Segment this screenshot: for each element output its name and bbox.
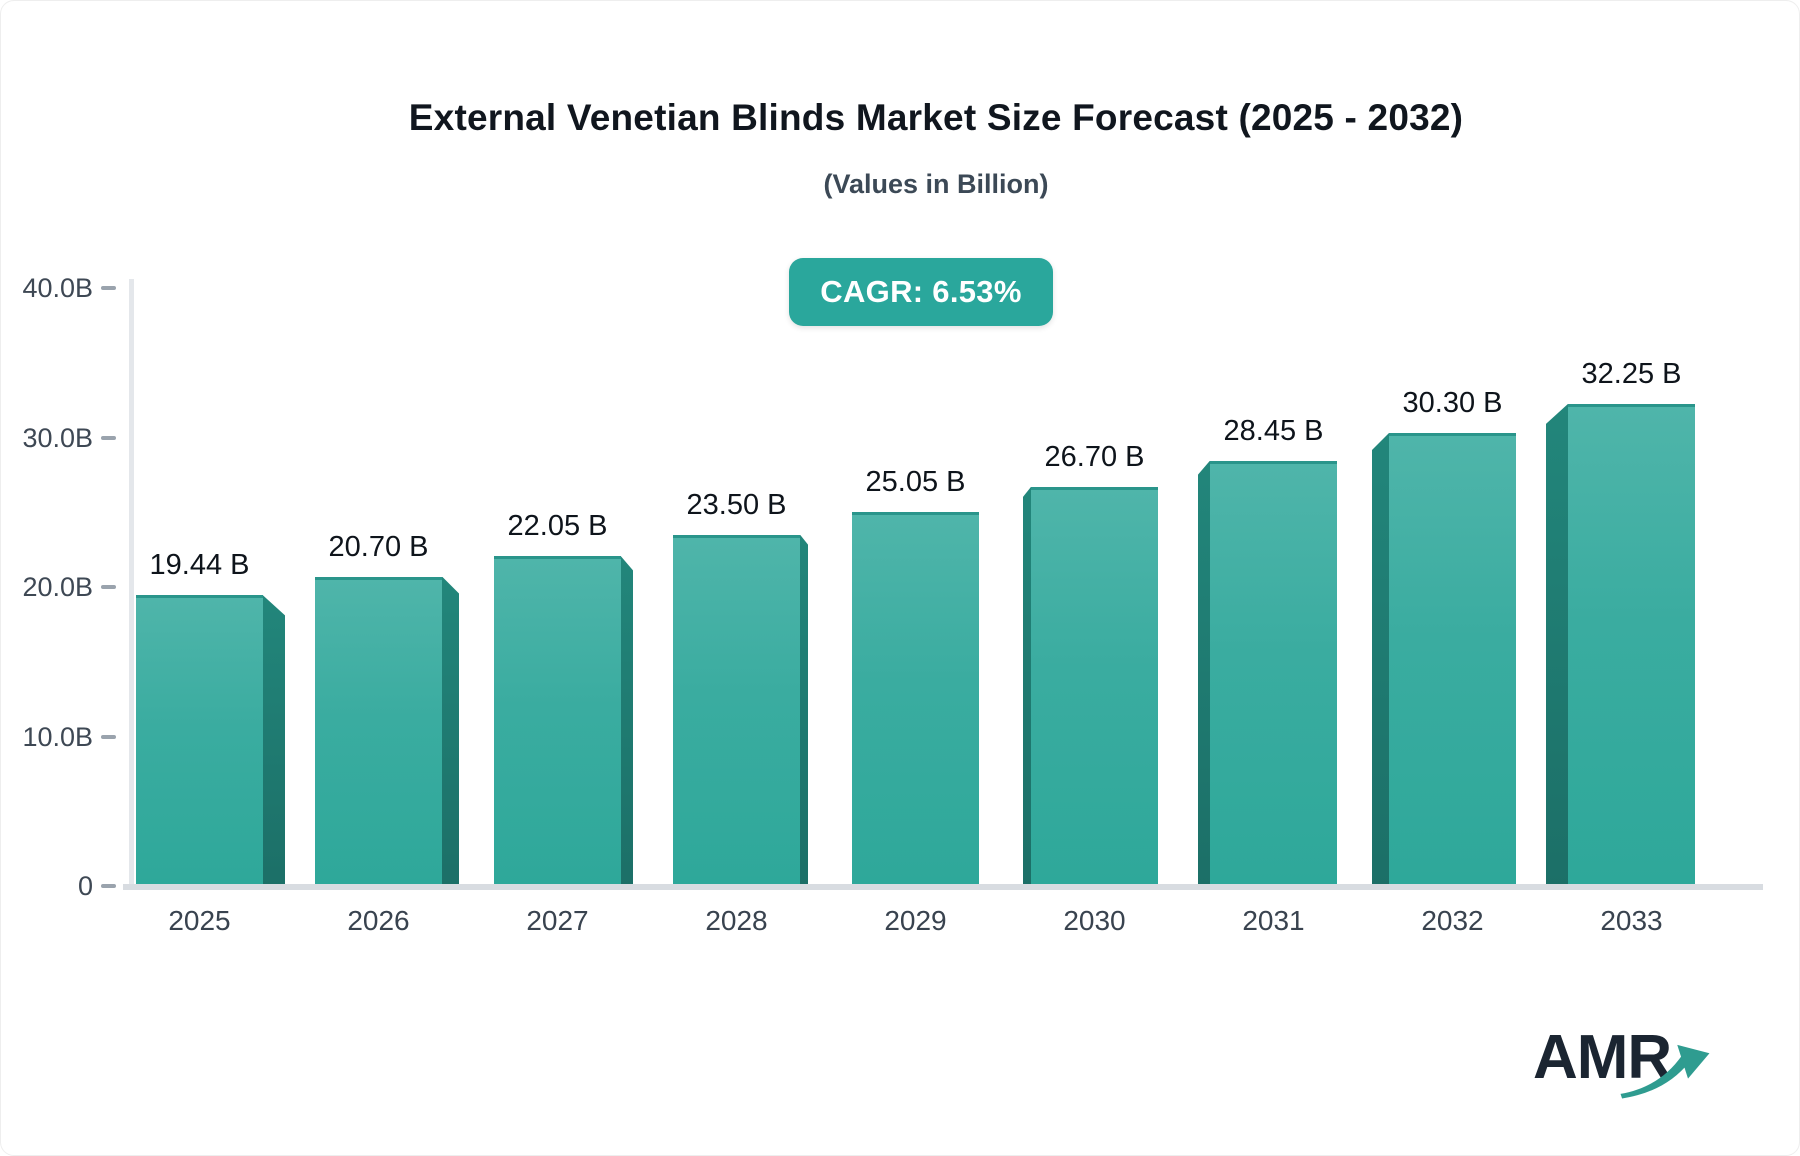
y-tick-dash bbox=[101, 435, 116, 440]
bar-value-label: 22.05 B bbox=[507, 510, 608, 543]
bar-value-label: 25.05 B bbox=[865, 465, 966, 498]
x-axis-baseline bbox=[123, 884, 1763, 890]
y-tick-dash bbox=[101, 734, 116, 739]
bar-2029 bbox=[852, 511, 979, 887]
x-tick-label-2028: 2028 bbox=[705, 905, 768, 936]
x-tick-label-2032: 2032 bbox=[1421, 905, 1484, 936]
bar-2031 bbox=[1210, 460, 1337, 887]
amr-logo-text: AMR bbox=[1533, 1023, 1672, 1092]
bar-side-3d bbox=[1372, 433, 1389, 887]
y-tick-dash bbox=[101, 884, 116, 888]
bar-value-label: 30.30 B bbox=[1402, 387, 1503, 419]
y-tick-dash bbox=[101, 585, 116, 589]
y-tick-label: 30.0B bbox=[22, 422, 93, 453]
bar-value-label: 28.45 B bbox=[1223, 414, 1324, 447]
bar-value-label: 32.25 B bbox=[1581, 357, 1682, 390]
bar-2025 bbox=[136, 595, 263, 887]
cagr-badge-label: CAGR: 6.53% bbox=[820, 274, 1022, 309]
x-tick-label-2031: 2031 bbox=[1242, 905, 1305, 936]
y-tick-label: 40.0B bbox=[22, 273, 93, 303]
y-tick-label: 10.0B bbox=[22, 721, 93, 752]
y-tick-dash bbox=[101, 286, 116, 290]
bar-value-label: 23.50 B bbox=[686, 488, 787, 521]
bar-2028 bbox=[673, 534, 800, 887]
y-tick-label: 20.0B bbox=[22, 572, 93, 602]
bar-2033 bbox=[1568, 403, 1695, 887]
bar-value-label: 19.44 B bbox=[149, 549, 250, 582]
y-axis-line bbox=[129, 279, 134, 889]
bar-side-3d bbox=[1546, 403, 1568, 887]
chart-title: External Venetian Blinds Market Size For… bbox=[408, 97, 1464, 138]
bar-side-3d bbox=[1023, 486, 1031, 887]
bar-side-3d bbox=[621, 556, 633, 887]
bar-2030 bbox=[1031, 486, 1158, 887]
bar-side-3d bbox=[800, 534, 808, 887]
x-tick-label-2027: 2027 bbox=[526, 905, 589, 936]
bar-2032 bbox=[1389, 433, 1516, 887]
x-tick-label-2030: 2030 bbox=[1063, 905, 1126, 936]
y-tick-label: 0 bbox=[77, 871, 93, 901]
bar-side-3d bbox=[442, 576, 459, 887]
chart-subtitle: (Values in Billion) bbox=[823, 169, 1049, 199]
x-tick-label-2033: 2033 bbox=[1600, 905, 1663, 936]
growth-arrow-icon bbox=[1620, 1044, 1710, 1099]
bar-value-label: 26.70 B bbox=[1044, 440, 1145, 473]
x-tick-label-2025: 2025 bbox=[168, 905, 231, 936]
amr-logo: AMR bbox=[1533, 1027, 1723, 1117]
x-tick-label-2026: 2026 bbox=[347, 905, 410, 936]
bar-side-3d bbox=[1198, 460, 1210, 887]
bar-side-3d bbox=[263, 595, 285, 887]
bar-2027 bbox=[494, 556, 621, 887]
cagr-badge: CAGR: 6.53% bbox=[789, 258, 1053, 326]
bar-2026 bbox=[315, 576, 442, 887]
x-tick-label-2029: 2029 bbox=[884, 905, 947, 936]
bar-value-label: 20.70 B bbox=[328, 530, 429, 563]
